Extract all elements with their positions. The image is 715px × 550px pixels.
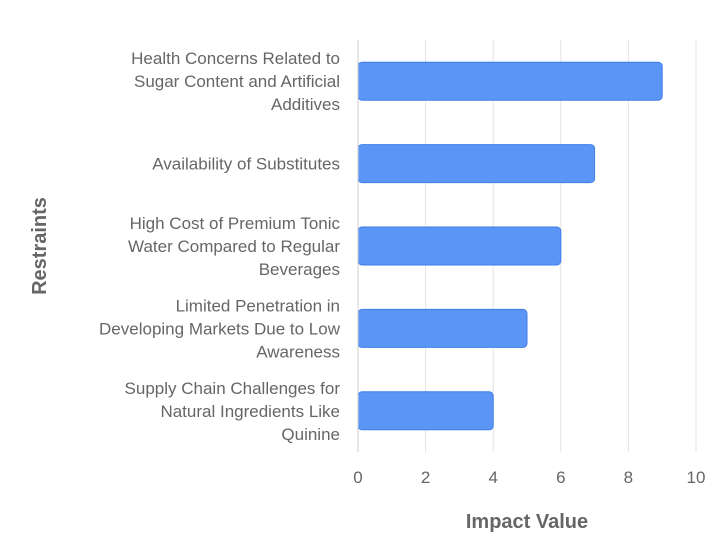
category-label-line: High Cost of Premium Tonic (130, 214, 341, 233)
category-label-line: Quinine (281, 425, 340, 444)
bar-4 (357, 391, 494, 431)
bar-1 (357, 144, 596, 184)
category-label-line: Water Compared to Regular (128, 237, 340, 256)
x-tick-label-5: 10 (687, 468, 706, 487)
category-label-line: Additives (271, 95, 340, 114)
category-label-4: Supply Chain Challenges for Natural Ingre… (125, 379, 341, 444)
category-label-line: Limited Penetration in (176, 296, 340, 315)
category-label-line: Awareness (256, 342, 340, 361)
category-label-line: Availability of Substitutes (152, 155, 340, 174)
category-label-line: Sugar Content and Artificial (134, 72, 340, 91)
category-label-line: Supply Chain Challenges for (125, 379, 341, 398)
x-tick-label-4: 8 (624, 468, 633, 487)
bar-2 (357, 226, 562, 266)
category-label-line: Natural Ingredients Like (160, 402, 340, 421)
y-axis-categories: Health Concerns Related to Sugar Content … (99, 49, 341, 444)
y-axis-title: Restraints (29, 197, 51, 295)
category-label-0: Health Concerns Related to Sugar Content … (131, 49, 340, 114)
bar-3 (357, 308, 528, 348)
x-axis-ticks: 0 2 4 6 8 10 (353, 468, 705, 487)
bar-0 (357, 61, 663, 101)
category-label-1: Availability of Substitutes (152, 155, 340, 174)
category-label-line: Developing Markets Due to Low (99, 319, 341, 338)
x-tick-label-2: 4 (488, 468, 497, 487)
category-label-3: Limited Penetration in Developing Markets… (99, 296, 341, 361)
category-label-line: Beverages (259, 260, 340, 279)
x-tick-label-3: 6 (556, 468, 565, 487)
bars (357, 61, 663, 431)
category-label-2: High Cost of Premium Tonic Water Compared… (128, 214, 340, 279)
x-axis-title: Impact Value (466, 511, 588, 533)
category-label-line: Health Concerns Related to (131, 49, 340, 68)
x-tick-label-1: 2 (421, 468, 430, 487)
x-tick-label-0: 0 (353, 468, 362, 487)
